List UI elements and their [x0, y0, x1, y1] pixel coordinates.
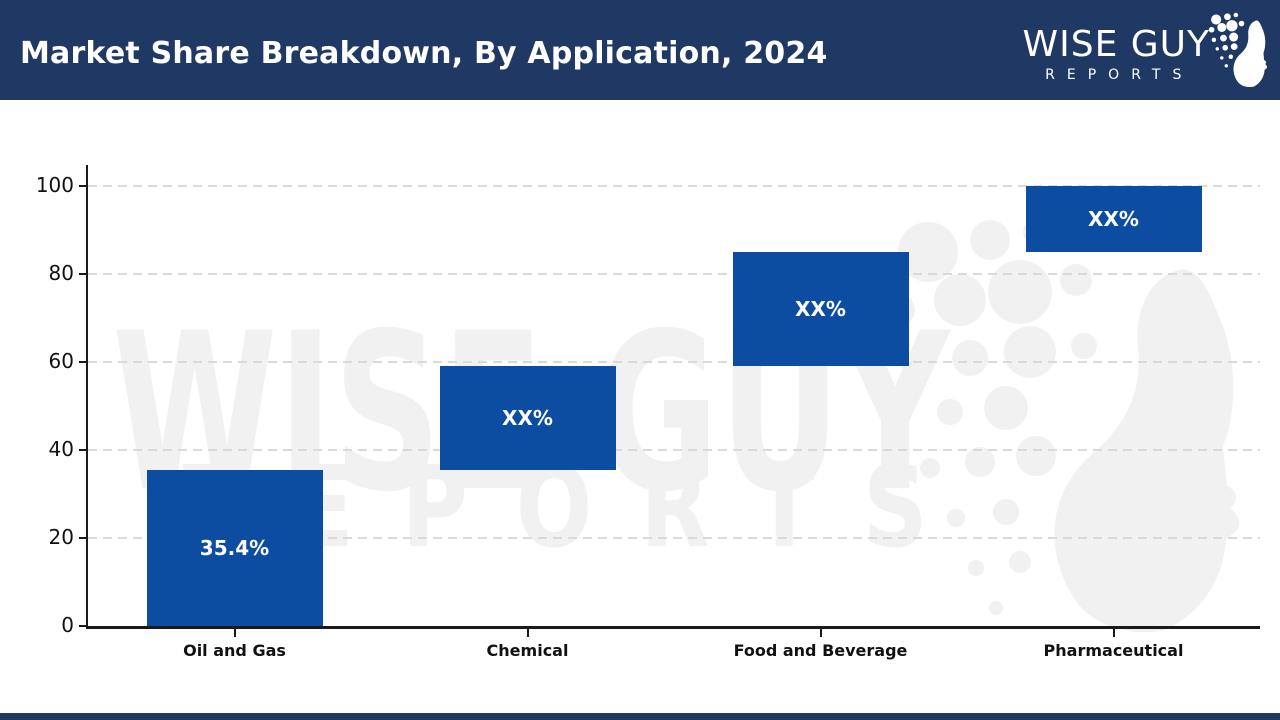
ytick-mark-80 [79, 273, 88, 275]
gridline-40 [88, 449, 1260, 451]
ytick-mark-100 [79, 185, 88, 187]
ytick-label-40: 40 [48, 437, 74, 461]
logo-text: WISE GUY REPORTS [1023, 24, 1211, 83]
xtick-mark-2 [819, 629, 822, 637]
ytick-mark-40 [79, 449, 88, 451]
gridline-80 [88, 273, 1260, 275]
header-bar: Market Share Breakdown, By Application, … [0, 0, 1280, 100]
ytick-mark-20 [79, 537, 88, 539]
bar-food-and-beverage: XX% [732, 252, 909, 367]
logo-wiseguy-label: WISE GUY [1022, 24, 1210, 65]
ytick-label-80: 80 [48, 261, 74, 285]
bar-value-label: XX% [1088, 207, 1139, 231]
gridline-20 [88, 537, 1260, 539]
bar-pharmaceutical: XX% [1025, 186, 1202, 252]
xtick-mark-3 [1112, 629, 1115, 637]
y-axis-line [86, 165, 88, 629]
logo-reports-label: REPORTS [1045, 67, 1194, 83]
ytick-label-60: 60 [48, 349, 74, 373]
bar-value-label: XX% [502, 406, 553, 431]
gridline-60 [88, 361, 1260, 363]
logo-dotted-face-icon [1208, 12, 1268, 88]
ytick-mark-0 [79, 625, 88, 627]
x-axis-line [86, 626, 1260, 629]
xtick-label-2: Food and Beverage [733, 641, 908, 660]
xtick-mark-1 [526, 629, 529, 637]
bar-chemical: XX% [439, 366, 616, 471]
ytick-mark-60 [79, 361, 88, 363]
xtick-label-3: Pharmaceutical [1043, 641, 1184, 660]
chart-title: Market Share Breakdown, By Application, … [20, 36, 828, 71]
bar-value-label: XX% [795, 297, 846, 322]
ytick-label-20: 20 [48, 525, 74, 549]
xtick-label-1: Chemical [486, 641, 569, 660]
bar-value-label: 35.4% [199, 536, 270, 561]
ytick-label-100: 100 [35, 173, 74, 197]
footer-bar [0, 713, 1280, 720]
ytick-label-0: 0 [61, 613, 74, 637]
xtick-label-0: Oil and Gas [183, 641, 286, 660]
bar-oil-and-gas: 35.4% [146, 470, 323, 626]
gridline-100 [88, 185, 1260, 187]
wiseguy-logo: WISE GUY REPORTS [1008, 6, 1268, 94]
xtick-mark-0 [233, 629, 236, 637]
